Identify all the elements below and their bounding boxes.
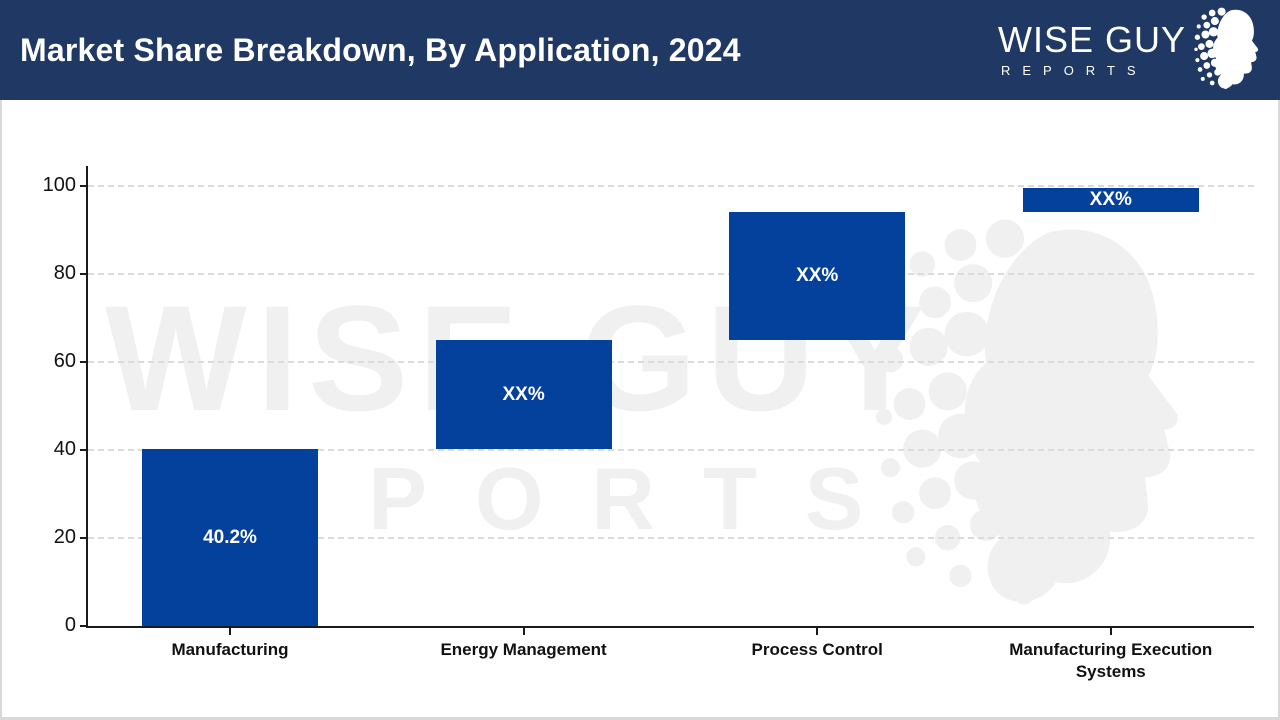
y-axis-tick-mark	[80, 273, 88, 275]
y-axis-tick-mark	[80, 537, 88, 539]
gridline	[88, 185, 1254, 187]
x-axis-tick-mark	[816, 628, 819, 635]
y-axis-tick-label: 0	[64, 614, 76, 636]
y-axis-line	[86, 166, 88, 628]
bar-value-label: XX%	[502, 383, 545, 405]
logo-name: WISE GUY	[997, 19, 1186, 60]
logo-subtitle: REPORTS	[1000, 63, 1148, 78]
y-axis-tick-label: 60	[53, 350, 76, 372]
bar-value-label: XX%	[1089, 188, 1132, 210]
gridline	[88, 361, 1254, 363]
y-axis-tick-mark	[80, 625, 88, 627]
wise-guy-logo: WISE GUY REPORTS	[998, 6, 1280, 94]
y-axis-tick-label: 100	[42, 174, 76, 196]
bar-segment: XX%	[435, 340, 612, 450]
x-axis-tick-mark	[229, 628, 231, 635]
x-axis-category-label: Energy Management	[440, 640, 607, 659]
bar-value-label: XX%	[796, 264, 839, 286]
y-axis-tick-mark	[80, 449, 88, 451]
page-title: Market Share Breakdown, By Application, …	[20, 31, 741, 68]
x-axis-tick-mark	[1109, 628, 1112, 635]
y-axis-tick-mark	[80, 185, 88, 187]
x-axis-tick-mark	[522, 628, 525, 635]
logo-face-icon	[1192, 6, 1266, 94]
y-axis-tick-label: 20	[53, 526, 76, 548]
logo-text: WISE GUY REPORTS	[997, 19, 1186, 79]
chart-area: WISE GUY REPORTS 0 20 40 60 80 100 40.2% Manufa…	[0, 100, 1280, 720]
bar-segment: XX%	[1022, 187, 1199, 212]
x-axis-category-label: Manufacturing Execution Systems	[1009, 640, 1213, 682]
x-axis-category-label: Manufacturing	[171, 640, 289, 659]
gridline	[88, 537, 1254, 539]
gridline	[88, 273, 1254, 275]
y-axis-tick-mark	[80, 361, 88, 363]
bar-segment: 40.2%	[142, 449, 318, 626]
header: Market Share Breakdown, By Application, …	[0, 0, 1280, 100]
y-axis-tick-label: 80	[53, 262, 76, 284]
gridline	[88, 449, 1254, 451]
x-axis-line	[86, 626, 1254, 628]
x-axis-category-label: Process Control	[751, 640, 883, 659]
bar-segment: XX%	[729, 211, 906, 340]
y-axis-tick-label: 40	[53, 438, 76, 460]
bar-value-label: 40.2%	[203, 526, 257, 548]
